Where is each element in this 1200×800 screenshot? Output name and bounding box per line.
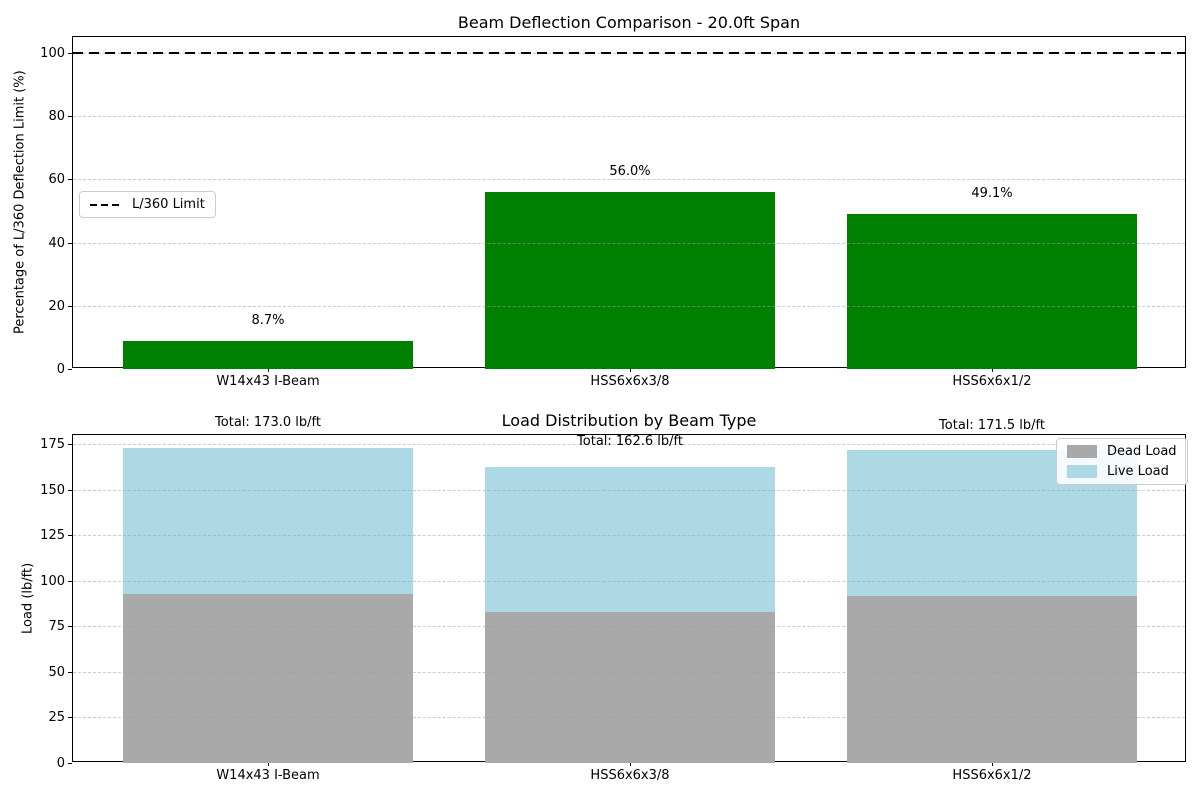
y-tick-label: 125 (40, 528, 65, 544)
bar-segment-dead-load (847, 596, 1137, 763)
total-label: Total: 173.0 lb/ft (215, 414, 321, 430)
y-tick-label: 60 (48, 172, 65, 188)
y-tick-label: 25 (48, 710, 65, 726)
y-tick-mark (68, 369, 72, 370)
gridline (73, 179, 1185, 181)
bar-value-label: 8.7% (251, 313, 285, 329)
y-tick-mark (68, 52, 72, 54)
legend-label: L/360 Limit (132, 197, 205, 212)
deflection-bar (123, 341, 413, 369)
x-tick-label: W14x43 I-Beam (216, 768, 320, 783)
load-plot-area: 0 25 50 75 100 125 150 175 W14x43 I-Beam HSS6x6x3… (40, 415, 1188, 783)
gridline (73, 116, 1185, 118)
legend-label: Live Load (1107, 464, 1169, 479)
gridline (73, 444, 1185, 446)
bar-segment-live-load (485, 466, 775, 613)
x-tick-label: HSS6x6x3/8 (590, 374, 670, 389)
y-tick-label: 175 (40, 437, 65, 453)
legend-entry: Live Load (1067, 464, 1177, 479)
gridline (73, 671, 1185, 673)
deflection-y-axis-label: Percentage of L/360 Deflection Limit (%) (12, 70, 28, 334)
y-tick-label: 0 (56, 756, 65, 771)
legend-entry: L/360 Limit (90, 197, 205, 212)
dead-load-swatch (1067, 445, 1097, 458)
x-tick-mark (992, 368, 993, 372)
x-tick-label: HSS6x6x1/2 (952, 768, 1032, 783)
y-tick-label: 0 (56, 362, 65, 377)
bar-segment-dead-load (123, 593, 413, 763)
total-label: Total: 162.6 lb/ft (577, 433, 683, 449)
y-tick-label: 40 (48, 235, 65, 251)
gridline (73, 535, 1185, 537)
y-tick-mark (68, 717, 72, 719)
x-tick-mark (630, 762, 631, 766)
legend: L/360 Limit (79, 191, 216, 218)
y-tick-label: 75 (48, 619, 65, 635)
gridline (73, 242, 1185, 244)
y-tick-mark (68, 489, 72, 491)
x-tick-mark (268, 762, 269, 766)
x-tick-mark (630, 368, 631, 372)
deflection-bar (485, 191, 775, 369)
gridline (73, 489, 1185, 491)
y-tick-label: 150 (40, 482, 65, 498)
y-tick-mark (68, 535, 72, 537)
gridline (73, 717, 1185, 719)
total-label: Total: 171.5 lb/ft (939, 417, 1045, 433)
legend-label: Dead Load (1107, 444, 1177, 459)
deflection-plot-area: 0 20 40 60 80 100 W14x43 I-Beam HSS6x6x3/8 HSS6x… (40, 36, 1186, 389)
y-tick-mark (68, 305, 72, 307)
x-tick-label: HSS6x6x3/8 (590, 768, 670, 783)
live-load-swatch (1067, 465, 1097, 478)
bar-value-label: 49.1% (971, 185, 1013, 201)
deflection-bar (847, 213, 1137, 369)
y-tick-label: 50 (48, 664, 65, 680)
y-tick-mark (68, 580, 72, 582)
y-tick-mark (68, 179, 72, 181)
y-tick-label: 20 (48, 298, 65, 314)
legend: Dead Load Live Load (1056, 438, 1188, 485)
legend-entry: Dead Load (1067, 444, 1177, 459)
load-chart-title: Load Distribution by Beam Type (501, 411, 757, 430)
y-tick-label: 100 (40, 573, 65, 589)
gridline (73, 626, 1185, 628)
y-tick-mark (68, 444, 72, 446)
gridline (73, 580, 1185, 582)
y-tick-label: 100 (40, 45, 65, 61)
bar-value-label: 56.0% (609, 163, 651, 179)
y-tick-mark (68, 626, 72, 628)
x-tick-mark (268, 368, 269, 372)
deflection-chart-title: Beam Deflection Comparison - 20.0ft Span (457, 13, 801, 32)
dashed-line-sample (90, 203, 122, 206)
bar-segment-dead-load (485, 612, 775, 763)
limit-line (73, 51, 1185, 54)
bar-segment-live-load (123, 447, 413, 594)
y-tick-label: 80 (48, 109, 65, 125)
y-tick-mark (68, 116, 72, 118)
y-tick-mark (68, 242, 72, 244)
y-tick-mark (68, 763, 72, 764)
x-tick-label: W14x43 I-Beam (216, 374, 320, 389)
x-tick-label: HSS6x6x1/2 (952, 374, 1032, 389)
y-tick-mark (68, 671, 72, 673)
x-tick-mark (992, 762, 993, 766)
gridline (73, 305, 1185, 307)
